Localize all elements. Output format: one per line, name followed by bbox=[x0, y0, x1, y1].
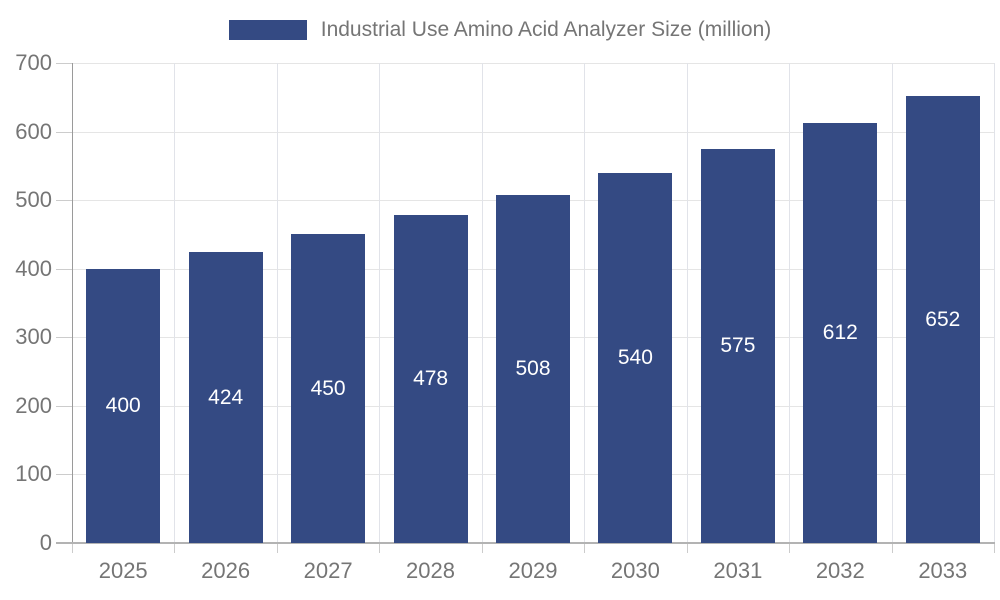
gridline-v bbox=[481, 63, 483, 543]
bar-value-label: 424 bbox=[208, 385, 244, 409]
y-axis-tick bbox=[56, 200, 72, 202]
bar-value-label: 540 bbox=[617, 345, 653, 369]
y-axis-label: 400 bbox=[15, 255, 52, 281]
bar-2032[interactable] bbox=[803, 123, 878, 543]
y-axis-tick bbox=[56, 337, 72, 339]
x-axis-tick bbox=[174, 543, 176, 553]
x-axis-label: 2031 bbox=[713, 558, 763, 583]
bar-value-label: 508 bbox=[515, 356, 551, 380]
bar-value-label: 612 bbox=[822, 321, 858, 345]
bar-2030[interactable] bbox=[598, 172, 673, 543]
x-axis-tick bbox=[686, 543, 688, 553]
x-axis-label: 2033 bbox=[918, 558, 968, 583]
legend[interactable]: Industrial Use Amino Acid Analyzer Size … bbox=[0, 18, 1000, 42]
y-axis-line bbox=[72, 63, 73, 543]
y-axis-label: 100 bbox=[15, 461, 52, 487]
gridline-h bbox=[72, 131, 994, 133]
y-axis-tick bbox=[56, 405, 72, 407]
gridline-v bbox=[379, 63, 381, 543]
bar-2027[interactable] bbox=[291, 234, 366, 543]
bar-value-label: 450 bbox=[310, 376, 346, 400]
legend-swatch bbox=[228, 20, 307, 40]
gridline-h bbox=[72, 63, 994, 64]
x-axis-label: 2032 bbox=[815, 558, 865, 583]
y-axis-tick bbox=[56, 268, 72, 270]
x-axis-tick bbox=[72, 543, 73, 553]
x-axis-tick bbox=[276, 543, 278, 553]
bar-2033[interactable] bbox=[905, 95, 980, 543]
y-axis-tick bbox=[56, 63, 72, 64]
bar-2028[interactable] bbox=[393, 215, 468, 543]
bar-value-label: 478 bbox=[413, 367, 449, 391]
legend-label: Industrial Use Amino Acid Analyzer Size … bbox=[320, 18, 772, 41]
bar-value-label: 400 bbox=[105, 393, 141, 417]
x-axis-tick bbox=[891, 543, 893, 553]
x-axis-tick bbox=[994, 543, 995, 553]
bar-2031[interactable] bbox=[700, 148, 775, 543]
bar-value-label: 652 bbox=[925, 307, 961, 331]
bar-2026[interactable] bbox=[188, 252, 263, 543]
gridline-v bbox=[994, 63, 995, 543]
gridline-v bbox=[174, 63, 176, 543]
x-axis-tick bbox=[584, 543, 586, 553]
x-axis-label: 2030 bbox=[610, 558, 660, 583]
x-axis-line bbox=[56, 542, 995, 544]
x-axis-tick bbox=[379, 543, 381, 553]
x-axis-label: 2028 bbox=[406, 558, 455, 583]
gridline-v bbox=[891, 63, 893, 543]
x-axis-label: 2026 bbox=[201, 558, 251, 583]
x-axis-label: 2027 bbox=[303, 558, 353, 583]
bar-2029[interactable] bbox=[496, 194, 570, 543]
bar-value-label: 575 bbox=[720, 333, 756, 357]
y-axis-tick bbox=[56, 474, 72, 476]
y-axis-label: 300 bbox=[15, 324, 52, 350]
y-axis-label: 600 bbox=[15, 118, 52, 144]
y-axis-label: 500 bbox=[15, 187, 52, 213]
x-axis-tick bbox=[789, 543, 791, 553]
bar-2025[interactable] bbox=[86, 268, 161, 543]
x-axis-tick bbox=[481, 543, 483, 553]
y-axis-label: 700 bbox=[15, 50, 52, 75]
gridline-v bbox=[276, 63, 278, 543]
gridline-v bbox=[686, 63, 688, 543]
x-axis-label: 2029 bbox=[508, 558, 558, 583]
y-axis-label: 200 bbox=[15, 392, 52, 418]
gridline-v bbox=[584, 63, 586, 543]
x-axis-label: 2025 bbox=[98, 558, 148, 583]
gridline-v bbox=[789, 63, 791, 543]
y-axis-label: 0 bbox=[39, 530, 52, 555]
y-axis-tick bbox=[56, 131, 72, 133]
